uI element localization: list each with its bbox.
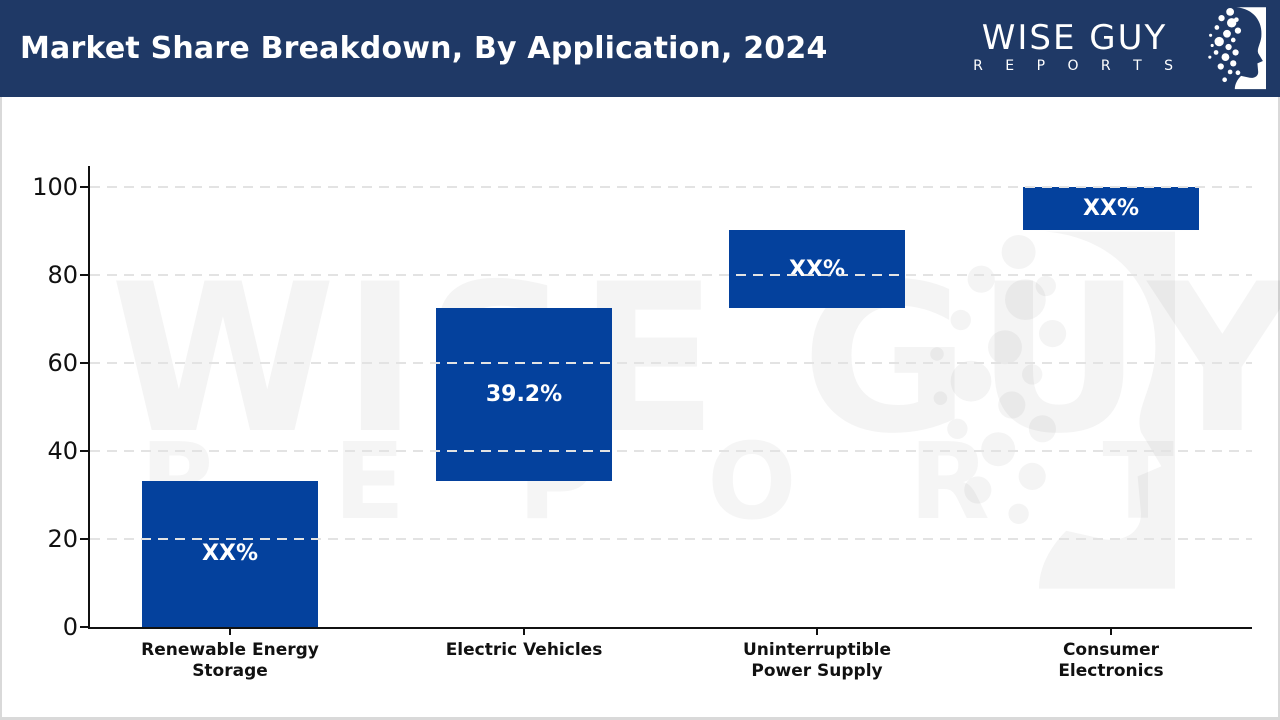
bar-segment-4: XX% <box>1023 187 1199 230</box>
y-tick-mark-0 <box>80 626 89 628</box>
bar-value-label: XX% <box>1083 195 1139 221</box>
category-label-4: Consumer Electronics <box>1058 640 1164 681</box>
y-tick-label-80: 80 <box>47 261 78 289</box>
frame-left <box>0 97 2 720</box>
chart-title: Market Share Breakdown, By Application, … <box>20 31 828 66</box>
gridline-100 <box>90 186 1252 188</box>
gridline-60 <box>90 362 1252 364</box>
bar-segment-2: 39.2% <box>436 308 612 481</box>
brand-subtitle: R E P O R T S <box>973 58 1182 74</box>
y-tick-mark-100 <box>80 186 89 188</box>
brand-name: WISE GUY <box>981 18 1168 58</box>
y-tick-label-60: 60 <box>47 349 78 377</box>
x-tick-mark-3 <box>816 629 818 635</box>
y-axis-spine <box>88 166 90 629</box>
brand-logo: WISE GUY R E P O R T S <box>967 4 1266 90</box>
category-label-1: Renewable Energy Storage <box>141 640 319 681</box>
bar-segment-3: XX% <box>729 229 905 309</box>
bar-value-label: XX% <box>789 256 845 282</box>
x-tick-mark-2 <box>523 629 525 635</box>
bar-segment-1: XX% <box>142 480 318 627</box>
x-tick-mark-1 <box>229 629 231 635</box>
bar-value-label: 39.2% <box>485 382 563 408</box>
category-label-2: Electric Vehicles <box>445 640 603 660</box>
x-axis-spine <box>88 627 1252 629</box>
gridline-80 <box>90 274 1252 276</box>
y-tick-mark-40 <box>80 450 89 452</box>
watermark-head-icon <box>930 231 1175 589</box>
y-tick-mark-60 <box>80 362 89 364</box>
category-label-3: Uninterruptible Power Supply <box>742 640 891 681</box>
brand-head-icon <box>1208 7 1266 90</box>
frame-bottom <box>0 717 1280 720</box>
header-bar: Market Share Breakdown, By Application, … <box>0 0 1280 97</box>
bar-value-label: XX% <box>202 541 258 567</box>
gridline-40 <box>90 450 1252 452</box>
gridline-20 <box>90 538 1252 540</box>
x-tick-mark-4 <box>1110 629 1112 635</box>
y-tick-mark-80 <box>80 274 89 276</box>
frame-right <box>1278 97 1280 720</box>
y-tick-label-20: 20 <box>47 525 78 553</box>
y-tick-label-40: 40 <box>47 437 78 465</box>
y-tick-label-0: 0 <box>62 613 78 641</box>
brand-text: WISE GUY R E P O R T S <box>967 20 1182 74</box>
y-tick-label-100: 100 <box>32 173 78 201</box>
y-tick-mark-20 <box>80 538 89 540</box>
